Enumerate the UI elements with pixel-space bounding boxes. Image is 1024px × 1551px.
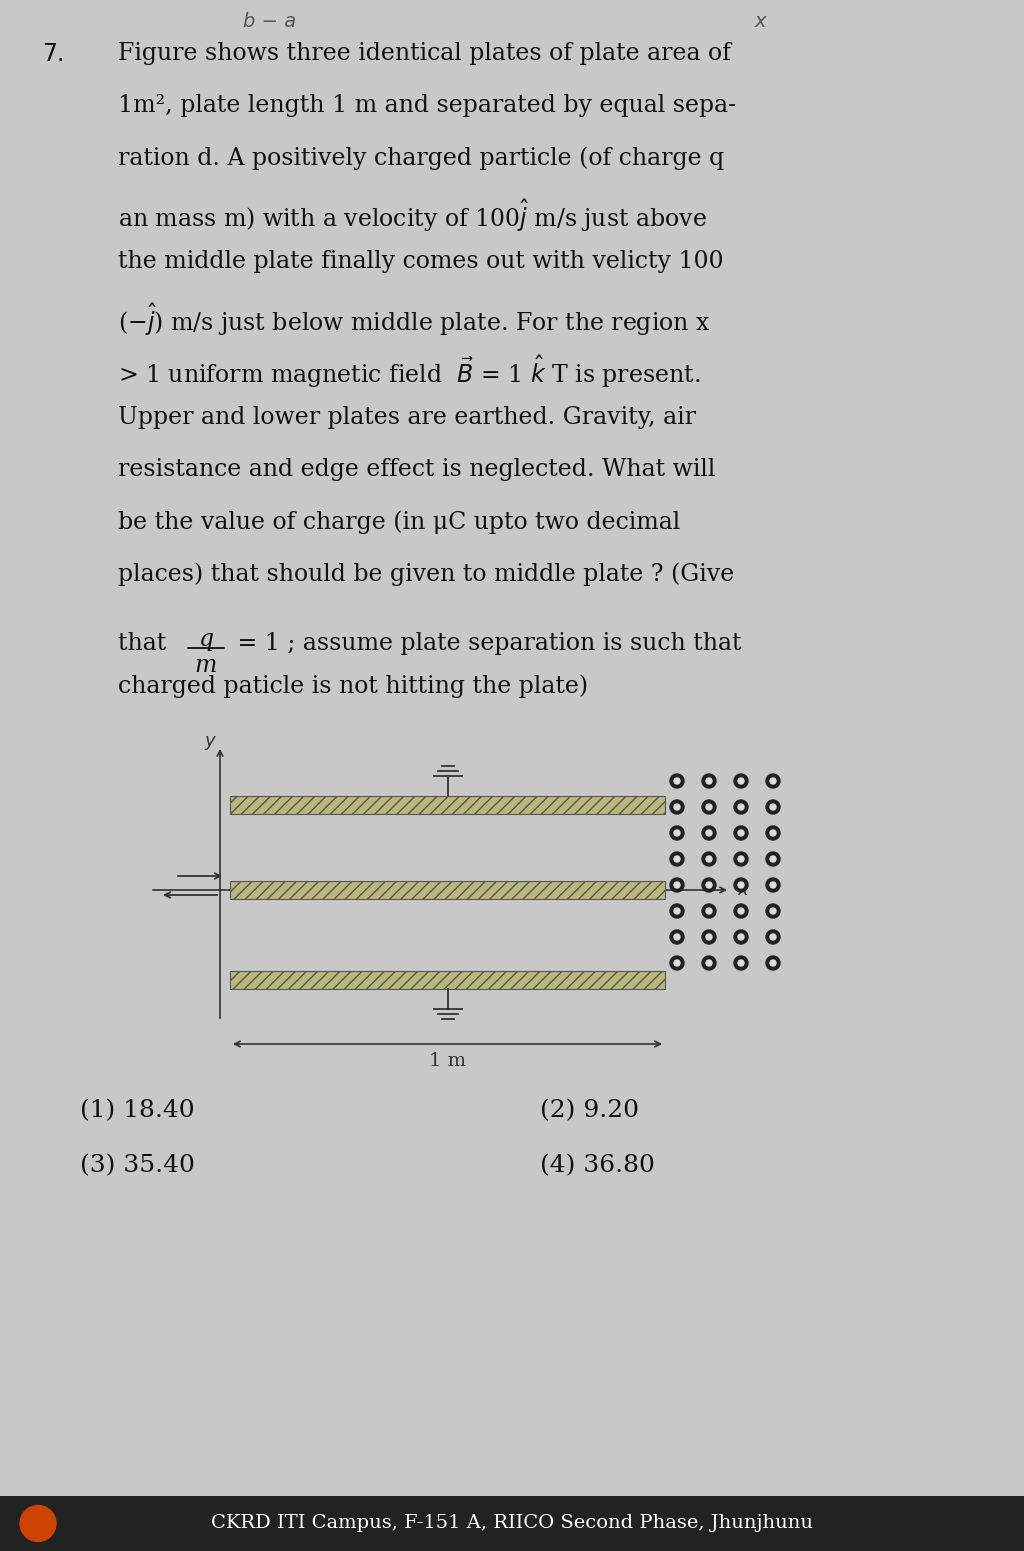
Circle shape: [706, 830, 712, 836]
Circle shape: [674, 883, 680, 889]
Circle shape: [674, 907, 680, 914]
Circle shape: [770, 960, 776, 966]
Text: (4) 36.80: (4) 36.80: [540, 1154, 655, 1177]
Text: resistance and edge effect is neglected. What will: resistance and edge effect is neglected.…: [118, 458, 716, 481]
Circle shape: [734, 851, 748, 865]
Text: 1m², plate length 1 m and separated by equal sepa-: 1m², plate length 1 m and separated by e…: [118, 95, 736, 116]
Bar: [230, 881, 665, 900]
Text: q: q: [199, 628, 214, 651]
Circle shape: [670, 851, 684, 865]
Circle shape: [734, 800, 748, 814]
Text: = 1 ; assume plate separation is such that: = 1 ; assume plate separation is such th…: [230, 631, 741, 655]
Circle shape: [670, 827, 684, 841]
Circle shape: [706, 779, 712, 783]
Circle shape: [766, 827, 780, 841]
Text: CKRD ITI Campus, F-151 A, RIICO Second Phase, Jhunjhunu: CKRD ITI Campus, F-151 A, RIICO Second P…: [211, 1514, 813, 1532]
Circle shape: [738, 960, 744, 966]
Circle shape: [734, 774, 748, 788]
Circle shape: [706, 960, 712, 966]
Bar: [230, 796, 665, 814]
Text: 1 m: 1 m: [429, 1052, 466, 1070]
Circle shape: [734, 955, 748, 969]
Text: (1) 18.40: (1) 18.40: [80, 1100, 195, 1121]
Circle shape: [770, 830, 776, 836]
Text: places) that should be given to middle plate ? (Give: places) that should be given to middle p…: [118, 561, 734, 586]
Text: y: y: [205, 732, 215, 751]
Circle shape: [674, 779, 680, 783]
Circle shape: [766, 851, 780, 865]
Circle shape: [770, 779, 776, 783]
Circle shape: [734, 904, 748, 918]
Text: m: m: [195, 655, 217, 676]
Circle shape: [702, 904, 716, 918]
Circle shape: [738, 803, 744, 810]
Circle shape: [706, 934, 712, 940]
Text: Figure shows three identical plates of plate area of: Figure shows three identical plates of p…: [118, 42, 731, 65]
Text: x: x: [755, 12, 766, 31]
Circle shape: [674, 934, 680, 940]
Text: Upper and lower plates are earthed. Gravity, air: Upper and lower plates are earthed. Grav…: [118, 406, 696, 430]
Circle shape: [674, 830, 680, 836]
Bar: [0, 1497, 1024, 1551]
Bar: [230, 971, 665, 990]
Circle shape: [770, 907, 776, 914]
Circle shape: [738, 907, 744, 914]
Circle shape: [770, 856, 776, 862]
Circle shape: [706, 803, 712, 810]
Text: be the value of charge (in μC upto two decimal: be the value of charge (in μC upto two d…: [118, 510, 680, 534]
Circle shape: [738, 830, 744, 836]
Circle shape: [702, 774, 716, 788]
Circle shape: [674, 856, 680, 862]
Circle shape: [670, 774, 684, 788]
Circle shape: [702, 955, 716, 969]
Text: b − a: b − a: [244, 12, 297, 31]
Circle shape: [702, 800, 716, 814]
Text: (3) 35.40: (3) 35.40: [80, 1154, 195, 1177]
Circle shape: [766, 800, 780, 814]
Circle shape: [766, 931, 780, 945]
Circle shape: [766, 955, 780, 969]
Circle shape: [702, 931, 716, 945]
Circle shape: [670, 955, 684, 969]
Circle shape: [770, 803, 776, 810]
Text: charged paticle is not hitting the plate): charged paticle is not hitting the plate…: [118, 675, 588, 698]
Circle shape: [734, 931, 748, 945]
Circle shape: [770, 934, 776, 940]
Circle shape: [674, 960, 680, 966]
Circle shape: [734, 827, 748, 841]
Text: ($-\hat{j}$) m/s just below middle plate. For the region x: ($-\hat{j}$) m/s just below middle plate…: [118, 302, 711, 338]
Circle shape: [706, 856, 712, 862]
Circle shape: [670, 878, 684, 892]
Circle shape: [674, 803, 680, 810]
Circle shape: [738, 934, 744, 940]
Circle shape: [706, 907, 712, 914]
Text: x: x: [737, 881, 748, 900]
Text: (2) 9.20: (2) 9.20: [540, 1100, 639, 1121]
Text: that: that: [118, 631, 174, 655]
Circle shape: [702, 851, 716, 865]
Circle shape: [702, 878, 716, 892]
Circle shape: [738, 779, 744, 783]
Circle shape: [738, 883, 744, 889]
Circle shape: [766, 774, 780, 788]
Circle shape: [766, 878, 780, 892]
Text: ration d. A positively charged particle (of charge q: ration d. A positively charged particle …: [118, 146, 724, 169]
Text: an mass m) with a velocity of 100$\hat{j}$ m/s just above: an mass m) with a velocity of 100$\hat{j…: [118, 199, 707, 234]
Circle shape: [702, 827, 716, 841]
Circle shape: [670, 904, 684, 918]
Circle shape: [738, 856, 744, 862]
Circle shape: [706, 883, 712, 889]
Circle shape: [766, 904, 780, 918]
Circle shape: [734, 878, 748, 892]
Circle shape: [770, 883, 776, 889]
Text: 7.: 7.: [42, 42, 65, 67]
Circle shape: [670, 800, 684, 814]
Circle shape: [670, 931, 684, 945]
Text: the middle plate finally comes out with velicty 100: the middle plate finally comes out with …: [118, 250, 724, 273]
Circle shape: [20, 1506, 56, 1542]
Text: > 1 uniform magnetic field  $\vec{B}$ = 1 $\hat{k}$ T is present.: > 1 uniform magnetic field $\vec{B}$ = 1…: [118, 354, 700, 391]
